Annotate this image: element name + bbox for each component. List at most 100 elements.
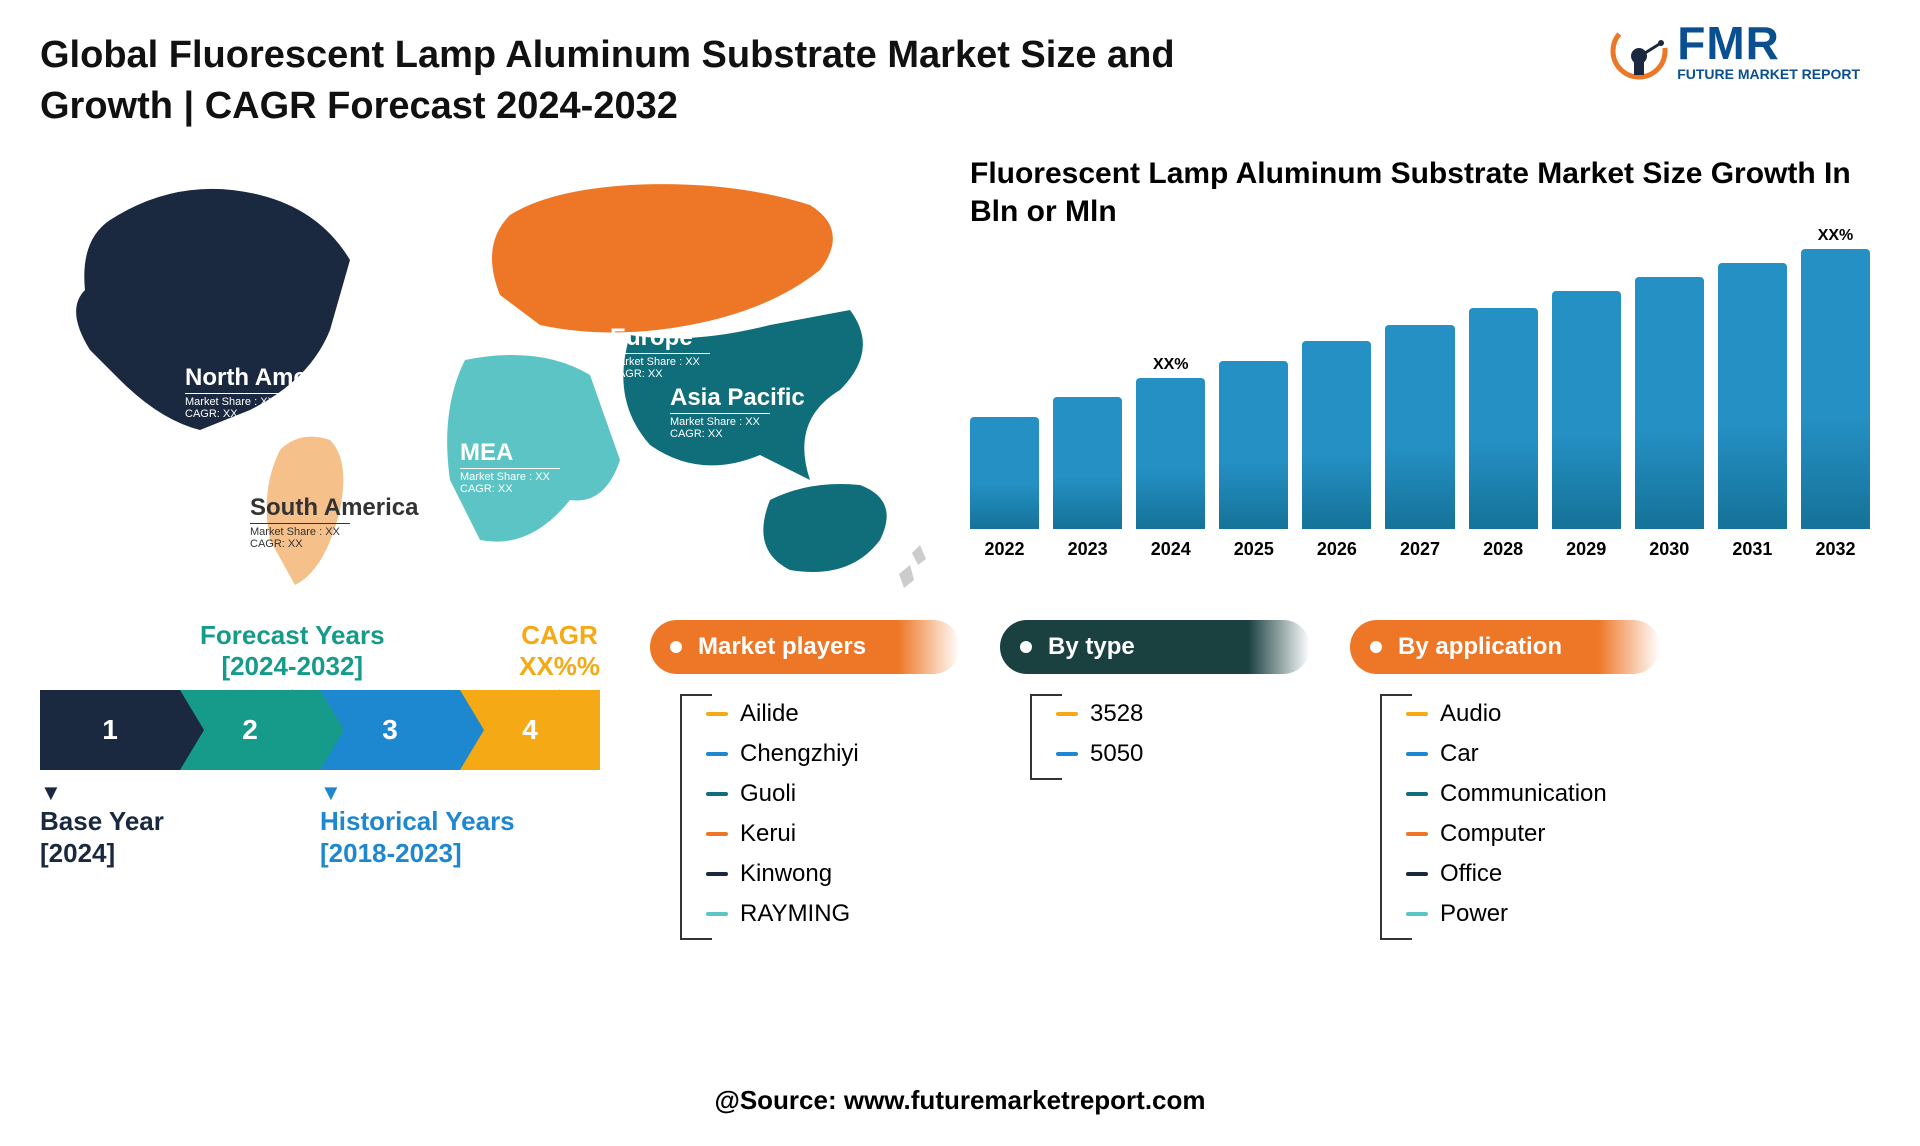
by-type-title: By type [1048, 633, 1135, 661]
chevron-row: 1234 [40, 690, 600, 770]
list-item: RAYMING [706, 894, 960, 934]
timeline: Forecast Years [2024-2032] ▲ CAGR XX%% ▲… [40, 690, 600, 770]
tick-icon [706, 912, 728, 916]
page-title: Global Fluorescent Lamp Aluminum Substra… [40, 30, 1260, 133]
region-mea: MEA Market Share : XXCAGR: XX [460, 440, 560, 496]
list-item: Audio [1406, 694, 1660, 734]
bar-chart-bars: 2022 2023 XX% 2024 2025 2026 2027 [970, 250, 1870, 560]
list-item: Kinwong [706, 854, 960, 894]
bar-annotation: XX% [1153, 356, 1189, 374]
list-item: Kerui [706, 814, 960, 854]
logo-main-text: FMR [1677, 20, 1860, 66]
source-attribution: @Source: www.futuremarketreport.com [0, 1085, 1920, 1116]
by-type-header: By type [1000, 620, 1310, 674]
bar-fill [1469, 308, 1538, 529]
dot-icon [1370, 641, 1382, 653]
bar-2028: 2028 [1469, 288, 1538, 560]
list-item: 3528 [1056, 694, 1310, 734]
tick-icon [1056, 752, 1078, 756]
bar-2026: 2026 [1302, 321, 1371, 560]
bar-fill [1635, 277, 1704, 529]
item-label: 5050 [1090, 740, 1143, 768]
dot-icon [670, 641, 682, 653]
bar-fill [1552, 291, 1621, 529]
tick-icon [1406, 832, 1428, 836]
bar-2025: 2025 [1219, 341, 1288, 560]
tick-icon [1406, 712, 1428, 716]
list-item: Guoli [706, 774, 960, 814]
tick-icon [706, 752, 728, 756]
list-item: Chengzhiyi [706, 734, 960, 774]
bar-fill [1219, 361, 1288, 529]
bar-2031: 2031 [1718, 243, 1787, 560]
item-label: RAYMING [740, 900, 850, 928]
item-label: Chengzhiyi [740, 740, 859, 768]
bar-fill [1385, 325, 1454, 529]
bar-year-label: 2029 [1566, 539, 1606, 560]
item-label: Car [1440, 740, 1479, 768]
chevron-1: 1 [40, 690, 180, 770]
bar-annotation: XX% [1818, 227, 1854, 245]
tick-icon [1406, 792, 1428, 796]
by-application-list: Audio Car Communication Computer Office … [1380, 694, 1660, 940]
bar-fill [1053, 397, 1122, 529]
bar-year-label: 2032 [1815, 539, 1855, 560]
by-application-title: By application [1398, 633, 1562, 661]
by-type-list: 3528 5050 [1030, 694, 1310, 780]
bar-year-label: 2027 [1400, 539, 1440, 560]
bar-year-label: 2022 [985, 539, 1025, 560]
bar-year-label: 2024 [1151, 539, 1191, 560]
region-europe: Europe Market Share : XXCAGR: XX [610, 325, 710, 381]
bar-2032: XX% 2032 [1801, 227, 1870, 560]
item-label: Power [1440, 900, 1508, 928]
item-label: Computer [1440, 820, 1545, 848]
base-year-label: ▼ Base Year [2024] [40, 780, 164, 869]
bar-year-label: 2031 [1732, 539, 1772, 560]
by-type-panel: By type 3528 5050 [1000, 620, 1310, 780]
list-item: Car [1406, 734, 1660, 774]
tick-icon [1406, 752, 1428, 756]
list-item: Power [1406, 894, 1660, 934]
bar-chart: Fluorescent Lamp Aluminum Substrate Mark… [970, 155, 1870, 560]
market-players-header: Market players [650, 620, 960, 674]
bar-2022: 2022 [970, 397, 1039, 560]
list-item: Communication [1406, 774, 1660, 814]
bar-fill [1302, 341, 1371, 529]
bar-2029: 2029 [1552, 271, 1621, 560]
bar-2027: 2027 [1385, 305, 1454, 560]
bar-2023: 2023 [1053, 377, 1122, 560]
logo-icon [1609, 21, 1669, 81]
list-item: 5050 [1056, 734, 1310, 774]
tick-icon [706, 792, 728, 796]
region-south-america: South America Market Share : XXCAGR: XX [250, 495, 418, 551]
list-item: Ailide [706, 694, 960, 734]
by-application-header: By application [1350, 620, 1660, 674]
list-item: Office [1406, 854, 1660, 894]
item-label: Kerui [740, 820, 796, 848]
market-players-title: Market players [698, 633, 866, 661]
bar-year-label: 2023 [1068, 539, 1108, 560]
item-label: 3528 [1090, 700, 1143, 728]
by-application-panel: By application Audio Car Communication C… [1350, 620, 1660, 940]
bar-fill [1718, 263, 1787, 529]
market-players-list: Ailide Chengzhiyi Guoli Kerui Kinwong RA… [680, 694, 960, 940]
tick-icon [706, 872, 728, 876]
list-item: Computer [1406, 814, 1660, 854]
fmr-logo: FMR FUTURE MARKET REPORT [1609, 20, 1860, 82]
region-asia-pacific: Asia Pacific Market Share : XXCAGR: XX [670, 385, 805, 441]
tick-icon [1056, 712, 1078, 716]
item-label: Kinwong [740, 860, 832, 888]
item-label: Communication [1440, 780, 1607, 808]
market-players-panel: Market players Ailide Chengzhiyi Guoli K… [650, 620, 960, 940]
tick-icon [706, 832, 728, 836]
bar-2024: XX% 2024 [1136, 356, 1205, 560]
item-label: Office [1440, 860, 1502, 888]
tick-icon [706, 712, 728, 716]
historical-label: ▼ Historical Years [2018-2023] [320, 780, 515, 869]
logo-sub-text: FUTURE MARKET REPORT [1677, 66, 1860, 82]
item-label: Audio [1440, 700, 1501, 728]
dot-icon [1020, 641, 1032, 653]
item-label: Ailide [740, 700, 799, 728]
bar-year-label: 2028 [1483, 539, 1523, 560]
region-north-america: North America Market Share : XXCAGR: XX [185, 365, 349, 421]
